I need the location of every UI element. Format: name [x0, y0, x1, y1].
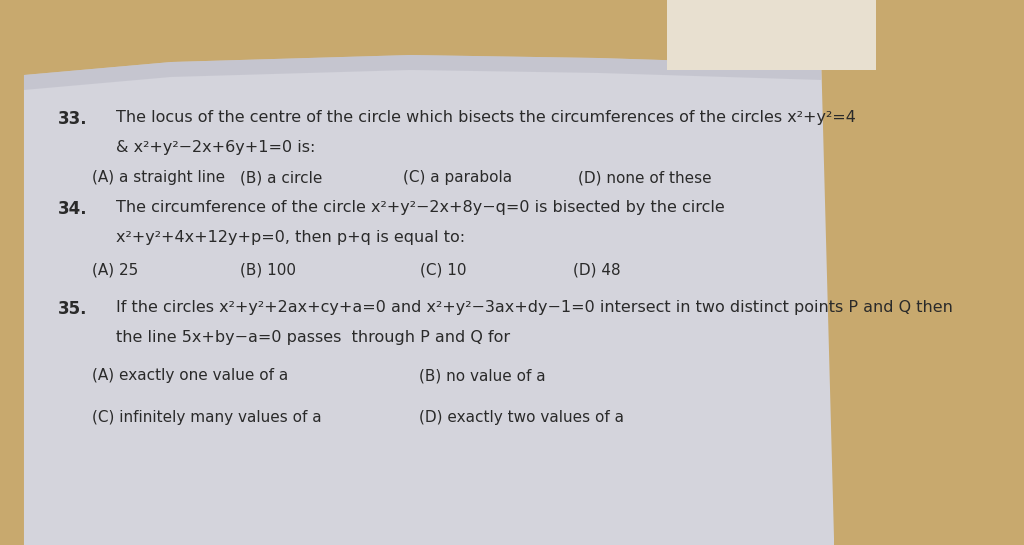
Text: x²+y²+4x+12y+p=0, then p+q is equal to:: x²+y²+4x+12y+p=0, then p+q is equal to: — [116, 230, 465, 245]
Text: (D) exactly two values of a: (D) exactly two values of a — [419, 410, 625, 425]
Text: If the circles x²+y²+2ax+cy+a=0 and x²+y²−3ax+dy−1=0 intersect in two distinct p: If the circles x²+y²+2ax+cy+a=0 and x²+y… — [116, 300, 952, 315]
Text: The locus of the centre of the circle which bisects the circumferences of the ci: The locus of the centre of the circle wh… — [116, 110, 855, 125]
Text: The circumference of the circle x²+y²−2x+8y−q=0 is bisected by the circle: The circumference of the circle x²+y²−2x… — [116, 200, 724, 215]
Text: 34.: 34. — [58, 200, 88, 218]
Text: (C) a parabola: (C) a parabola — [403, 170, 512, 185]
Text: (A) exactly one value of a: (A) exactly one value of a — [92, 368, 289, 383]
Text: & x²+y²−2x+6y+1=0 is:: & x²+y²−2x+6y+1=0 is: — [116, 140, 314, 155]
Bar — [668, 0, 877, 70]
Text: (A) 25: (A) 25 — [91, 262, 138, 277]
Text: (B) 100: (B) 100 — [241, 262, 296, 277]
Text: (A) a straight line: (A) a straight line — [91, 170, 224, 185]
Text: (B) no value of a: (B) no value of a — [419, 368, 546, 383]
Text: the line 5x+by−a=0 passes  through P and Q for: the line 5x+by−a=0 passes through P and … — [116, 330, 510, 345]
Text: (D) none of these: (D) none of these — [578, 170, 711, 185]
Polygon shape — [24, 55, 821, 90]
Text: 35.: 35. — [58, 300, 88, 318]
Text: 33.: 33. — [58, 110, 88, 128]
Text: (D) 48: (D) 48 — [573, 262, 621, 277]
Polygon shape — [24, 55, 835, 545]
Text: (B) a circle: (B) a circle — [241, 170, 323, 185]
Bar — [835, 0, 877, 545]
Text: (C) 10: (C) 10 — [420, 262, 467, 277]
Text: (C) infinitely many values of a: (C) infinitely many values of a — [92, 410, 322, 425]
